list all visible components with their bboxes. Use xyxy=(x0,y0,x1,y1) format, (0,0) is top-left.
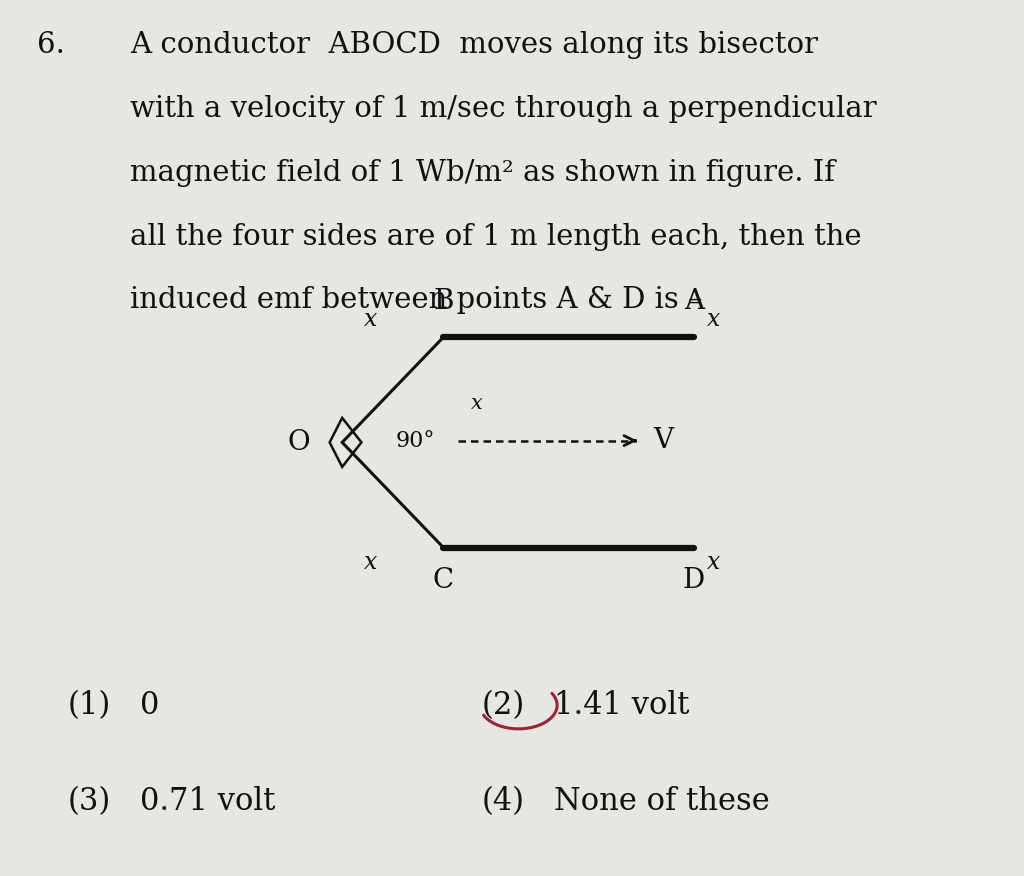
Text: x: x xyxy=(365,308,378,331)
Text: x: x xyxy=(707,308,720,331)
Text: x: x xyxy=(365,551,378,574)
Text: x: x xyxy=(471,394,483,413)
Text: induced emf between points A & D is –: induced emf between points A & D is – xyxy=(130,286,702,314)
Text: 1.41 volt: 1.41 volt xyxy=(554,689,689,721)
Text: B: B xyxy=(433,288,454,315)
Text: (4): (4) xyxy=(482,786,525,817)
Text: 0.71 volt: 0.71 volt xyxy=(139,786,275,817)
Text: (3): (3) xyxy=(68,786,111,817)
Text: (1): (1) xyxy=(68,689,111,721)
Text: (2): (2) xyxy=(482,689,525,721)
Text: 90°: 90° xyxy=(395,429,434,452)
Text: all the four sides are of 1 m length each, then the: all the four sides are of 1 m length eac… xyxy=(130,223,862,251)
Text: x: x xyxy=(707,551,720,574)
Text: magnetic field of 1 Wb/m² as shown in figure. If: magnetic field of 1 Wb/m² as shown in fi… xyxy=(130,159,836,187)
Text: A conductor  ABOCD  moves along its bisector: A conductor ABOCD moves along its bisect… xyxy=(130,31,818,59)
Text: with a velocity of 1 m/sec through a perpendicular: with a velocity of 1 m/sec through a per… xyxy=(130,95,877,123)
Text: None of these: None of these xyxy=(554,786,770,817)
Text: O: O xyxy=(288,429,310,456)
Text: 0: 0 xyxy=(139,689,159,721)
Text: A: A xyxy=(684,288,705,315)
Text: C: C xyxy=(433,568,454,594)
Text: V: V xyxy=(653,427,674,454)
Text: D: D xyxy=(683,568,706,594)
Text: 6.: 6. xyxy=(37,31,65,59)
